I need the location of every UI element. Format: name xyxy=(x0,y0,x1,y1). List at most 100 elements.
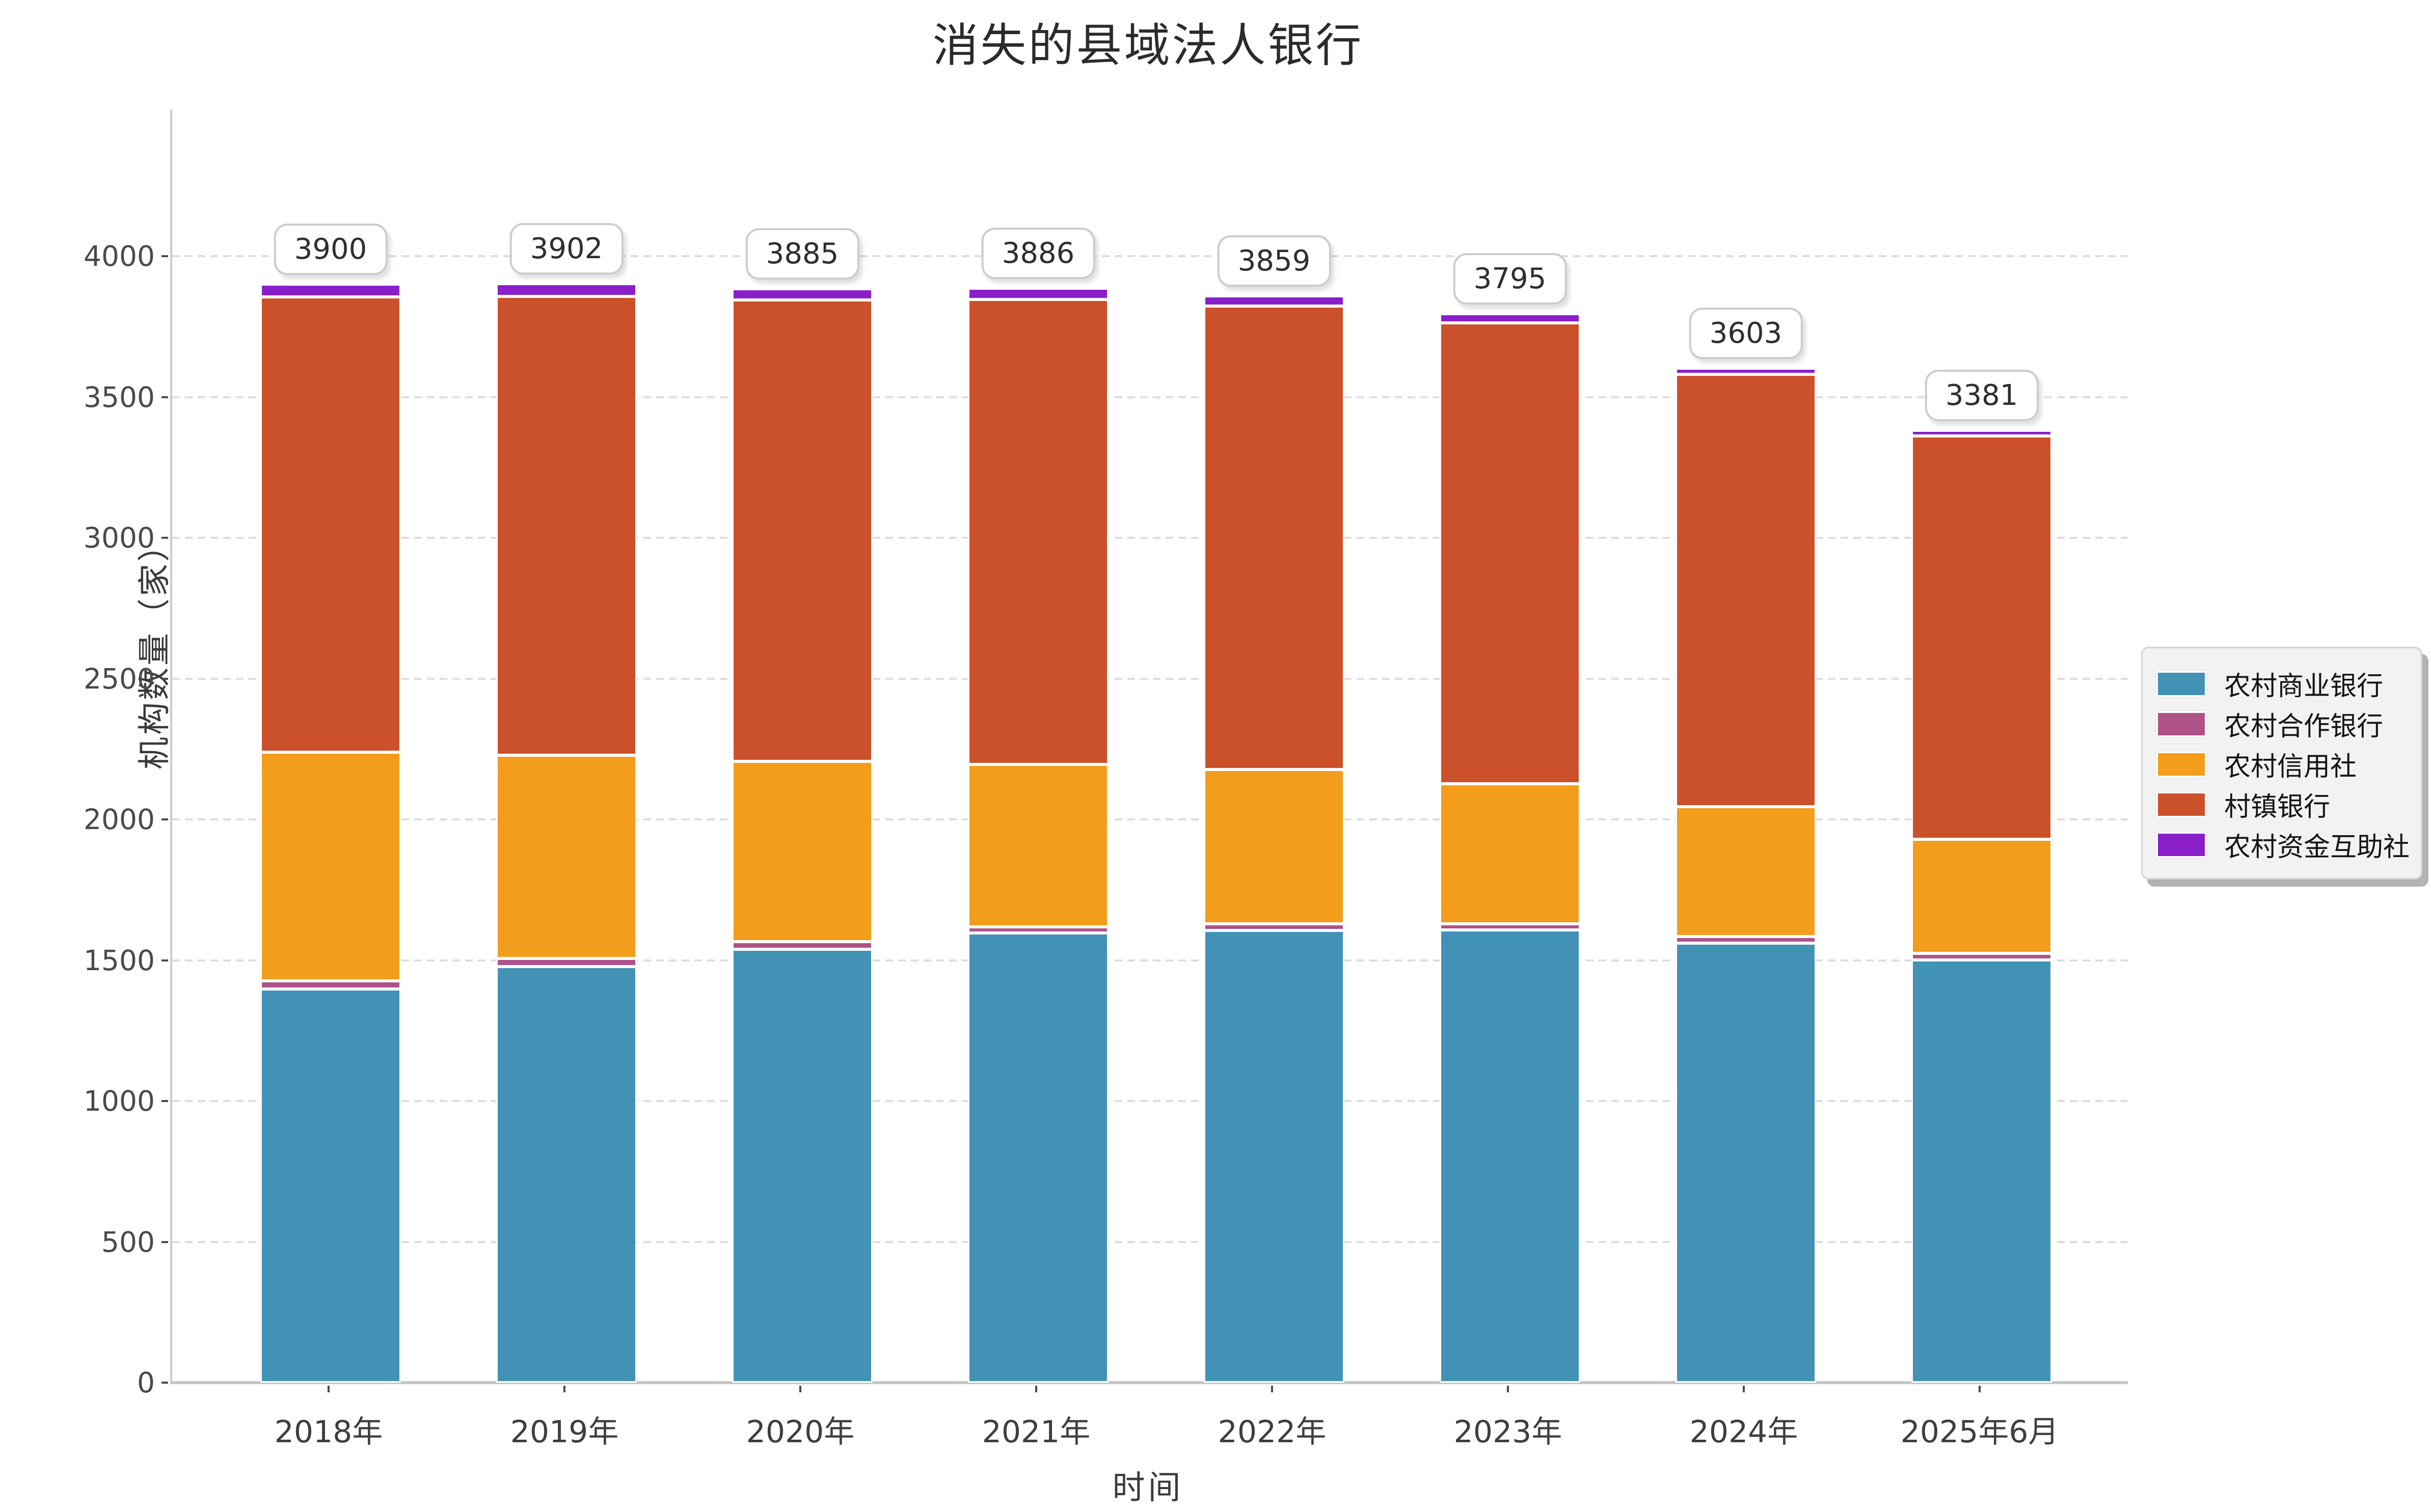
gridline-500 xyxy=(172,1241,2128,1243)
bar-segment-农村合作银行 xyxy=(1204,924,1344,930)
y-tick-mark xyxy=(161,818,168,820)
total-label-2021年: 3886 xyxy=(981,228,1095,280)
bar-segment-村镇银行 xyxy=(496,296,637,755)
bar-segment-农村商业银行 xyxy=(1676,943,1816,1383)
y-tick-label: 1500 xyxy=(84,944,155,977)
bar-segment-农村资金互助社 xyxy=(1440,314,1580,323)
bar-segment-农村商业银行 xyxy=(496,966,637,1383)
gridline-1000 xyxy=(172,1100,2128,1102)
bar-2022年 xyxy=(1204,296,1344,1383)
x-axis-line xyxy=(170,1381,2128,1384)
bar-2019年 xyxy=(496,284,637,1383)
bar-2023年 xyxy=(1440,314,1580,1383)
bar-segment-农村资金互助社 xyxy=(1204,296,1344,307)
x-tick-label-2018年: 2018年 xyxy=(274,1414,383,1450)
legend-row-农村资金互助社: 农村资金互助社 xyxy=(2143,824,2421,865)
y-tick-mark xyxy=(161,959,168,961)
x-tick-mark xyxy=(1271,1386,1273,1392)
x-tick-label-2023年: 2023年 xyxy=(1453,1414,1562,1450)
x-tick-label-2021年: 2021年 xyxy=(982,1414,1091,1450)
x-tick-label-2025年6月: 2025年6月 xyxy=(1900,1414,2059,1450)
gridline-3000 xyxy=(172,537,2128,539)
x-tick-mark xyxy=(328,1386,330,1392)
legend: 农村商业银行 农村合作银行农村信用社村镇银行农村资金互助社 xyxy=(2141,647,2422,879)
bar-segment-农村合作银行 xyxy=(732,942,873,949)
bar-segment-农村商业银行 xyxy=(1204,930,1344,1383)
bar-segment-农村资金互助社 xyxy=(968,288,1109,299)
legend-row-村镇银行: 村镇银行 xyxy=(2143,784,2421,824)
bar-2021年 xyxy=(968,288,1109,1383)
bar-segment-农村商业银行 xyxy=(732,949,873,1383)
bar-segment-村镇银行 xyxy=(732,300,873,761)
y-tick-label: 4000 xyxy=(84,240,155,272)
y-tick-label: 2500 xyxy=(84,662,155,695)
total-label-2018年: 3900 xyxy=(274,224,388,276)
bar-segment-农村信用社 xyxy=(1676,807,1816,937)
y-axis-title: 机构数量（家） xyxy=(136,527,174,769)
gridline-4000 xyxy=(172,255,2128,257)
bar-segment-村镇银行 xyxy=(1204,306,1344,770)
gridline-2500 xyxy=(172,677,2128,680)
x-axis-title: 时间 xyxy=(1112,1469,1184,1507)
y-tick-label: 500 xyxy=(101,1225,155,1258)
y-tick-mark xyxy=(161,396,168,398)
bar-segment-农村信用社 xyxy=(260,752,401,981)
bar-segment-农村信用社 xyxy=(1204,769,1344,924)
y-tick-mark xyxy=(161,677,168,680)
x-tick-label-2024年: 2024年 xyxy=(1689,1414,1798,1450)
x-tick-label-2020年: 2020年 xyxy=(746,1414,855,1450)
legend-swatch-村镇银行 xyxy=(2156,791,2207,818)
bar-segment-农村合作银行 xyxy=(968,926,1109,933)
bar-segment-农村合作银行 xyxy=(1676,937,1816,943)
total-label-2023年: 3795 xyxy=(1453,253,1567,305)
x-tick-mark xyxy=(1979,1386,1981,1392)
legend-swatch-农村信用社 xyxy=(2156,751,2207,778)
x-tick-mark xyxy=(1507,1386,1509,1392)
total-label-2025年6月: 3381 xyxy=(1925,370,2039,422)
bar-segment-农村资金互助社 xyxy=(1676,368,1816,375)
bar-segment-农村合作银行 xyxy=(260,980,401,989)
bar-segment-村镇银行 xyxy=(260,297,401,752)
bar-segment-农村信用社 xyxy=(496,755,637,959)
bar-segment-农村商业银行 xyxy=(1911,959,2052,1383)
bar-segment-农村资金互助社 xyxy=(732,288,873,300)
total-label-2022年: 3859 xyxy=(1217,235,1331,287)
y-tick-label: 0 xyxy=(137,1366,155,1399)
legend-swatch-农村资金互助社 xyxy=(2156,831,2207,858)
total-label-2020年: 3885 xyxy=(745,228,859,280)
legend-label: 农村信用社 xyxy=(2224,752,2357,782)
x-tick-label-2019年: 2019年 xyxy=(510,1414,619,1450)
bar-segment-农村信用社 xyxy=(1911,839,2052,954)
legend-row-农村商业银行: 农村商业银行 xyxy=(2143,664,2421,704)
x-tick-mark xyxy=(799,1386,801,1392)
legend-row-农村合作银行: 农村合作银行 xyxy=(2143,704,2421,744)
bar-segment-农村合作银行 xyxy=(1911,953,2052,960)
total-label-2024年: 3603 xyxy=(1689,307,1803,359)
bar-segment-农村商业银行 xyxy=(260,989,401,1383)
y-tick-mark xyxy=(161,1100,168,1102)
y-tick-label: 3000 xyxy=(84,521,155,554)
gridline-3500 xyxy=(172,396,2128,398)
bar-2025年6月 xyxy=(1911,430,2052,1383)
x-tick-label-2022年: 2022年 xyxy=(1218,1414,1327,1450)
bar-segment-农村合作银行 xyxy=(1440,923,1580,930)
y-tick-mark xyxy=(161,255,168,257)
plot-area: 3900 3902 3885 3886 3859 3795 3603 3381 xyxy=(170,109,2128,1384)
y-tick-mark xyxy=(161,537,168,539)
bar-segment-农村资金互助社 xyxy=(260,284,401,297)
y-tick-label: 2000 xyxy=(84,803,155,836)
legend-label: 村镇银行 xyxy=(2224,792,2331,822)
bar-segment-村镇银行 xyxy=(1440,323,1580,784)
y-tick-mark xyxy=(161,1241,168,1243)
bar-segment-农村信用社 xyxy=(968,764,1109,927)
legend-swatch-农村商业银行 xyxy=(2156,670,2207,697)
y-tick-label: 1000 xyxy=(84,1085,155,1117)
legend-row-农村信用社: 农村信用社 xyxy=(2143,744,2421,784)
legend-label: 农村资金互助社 xyxy=(2224,832,2410,863)
bar-segment-农村资金互助社 xyxy=(1911,430,2052,436)
gridline-1500 xyxy=(172,959,2128,961)
x-tick-mark xyxy=(563,1386,565,1392)
bar-segment-农村商业银行 xyxy=(968,933,1109,1383)
bar-segment-村镇银行 xyxy=(1911,436,2052,840)
